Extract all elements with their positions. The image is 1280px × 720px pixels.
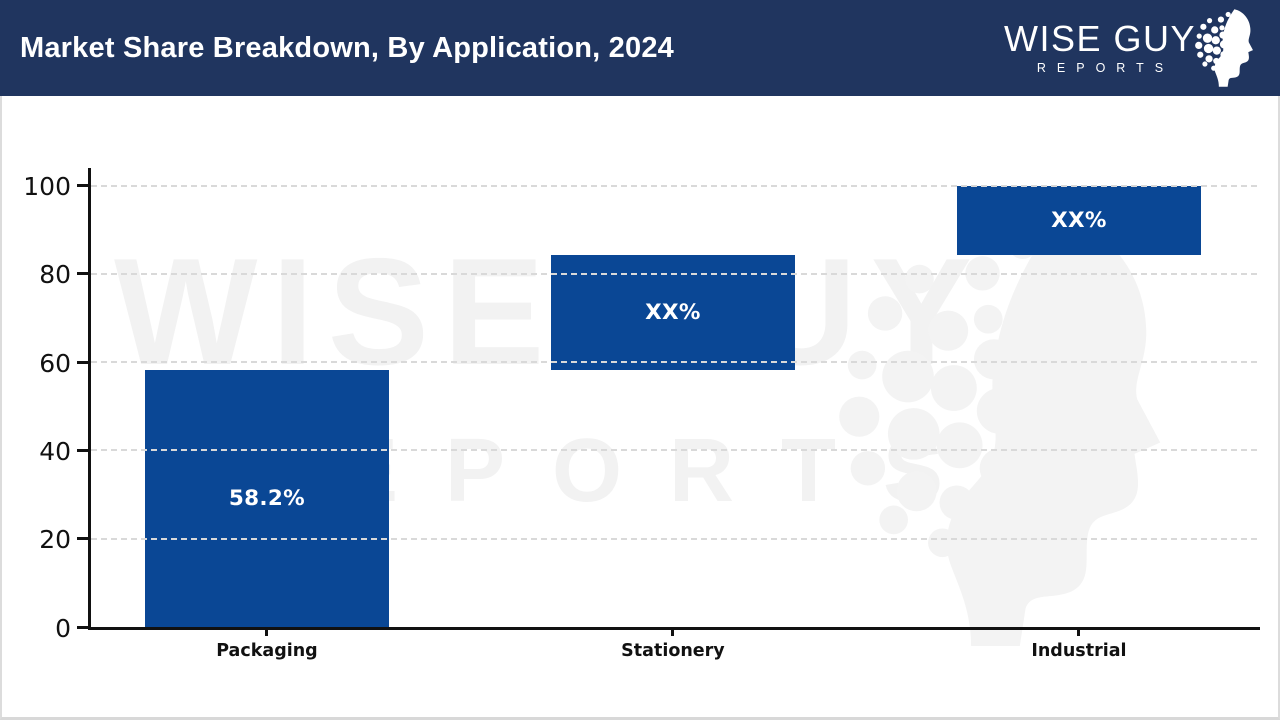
page-title: Market Share Breakdown, By Application, …: [20, 31, 674, 64]
x-axis-label-packaging: Packaging: [216, 641, 318, 661]
bar-industrial: XX%: [956, 185, 1201, 255]
y-tick-mark: [77, 537, 88, 541]
y-tick-label: 80: [39, 260, 71, 290]
y-tick-label: 0: [55, 613, 71, 643]
gridline: [91, 537, 1257, 540]
gridline: [91, 361, 1257, 364]
wiseguy-head-icon: [1192, 8, 1254, 88]
logo-subtitle: REPORTS: [1036, 61, 1175, 76]
x-tick-mark: [1077, 627, 1081, 636]
wiseguy-logo: WISE GUY REPORTS: [1004, 8, 1254, 88]
x-axis-label-stationery: Stationery: [621, 641, 725, 661]
y-tick-label: 40: [39, 436, 71, 466]
y-tick-mark: [77, 625, 88, 629]
chart-canvas: WISE GUY REPORTS 0 20 40 60 80 100 58.2% Packag…: [0, 96, 1280, 720]
x-axis-label-industrial: Industrial: [1031, 641, 1127, 661]
x-tick-mark: [671, 627, 675, 636]
header-bar: Market Share Breakdown, By Application, …: [0, 0, 1280, 96]
x-tick-mark: [265, 627, 269, 636]
bar-value-label: XX%: [645, 300, 701, 326]
plot-area: 0 20 40 60 80 100 58.2% Packaging XX% Stationery X…: [23, 168, 1260, 661]
bar-packaging: 58.2%: [144, 370, 389, 627]
logo-text: WISE GUY REPORTS: [1004, 21, 1196, 75]
gridline: [91, 449, 1257, 452]
y-axis-line: [88, 168, 91, 627]
logo-wordmark: WISE GUY: [1003, 18, 1196, 60]
gridline: [91, 272, 1257, 275]
y-tick-label: 60: [39, 348, 71, 378]
y-tick-mark: [77, 360, 88, 364]
y-tick-mark: [77, 184, 88, 188]
y-tick-mark: [77, 448, 88, 452]
y-tick-mark: [77, 272, 88, 276]
bar-value-label: 58.2%: [228, 486, 305, 512]
bar-value-label: XX%: [1051, 207, 1107, 233]
y-tick-label: 100: [23, 172, 71, 202]
y-tick-label: 20: [39, 525, 71, 555]
gridline: [91, 184, 1257, 187]
